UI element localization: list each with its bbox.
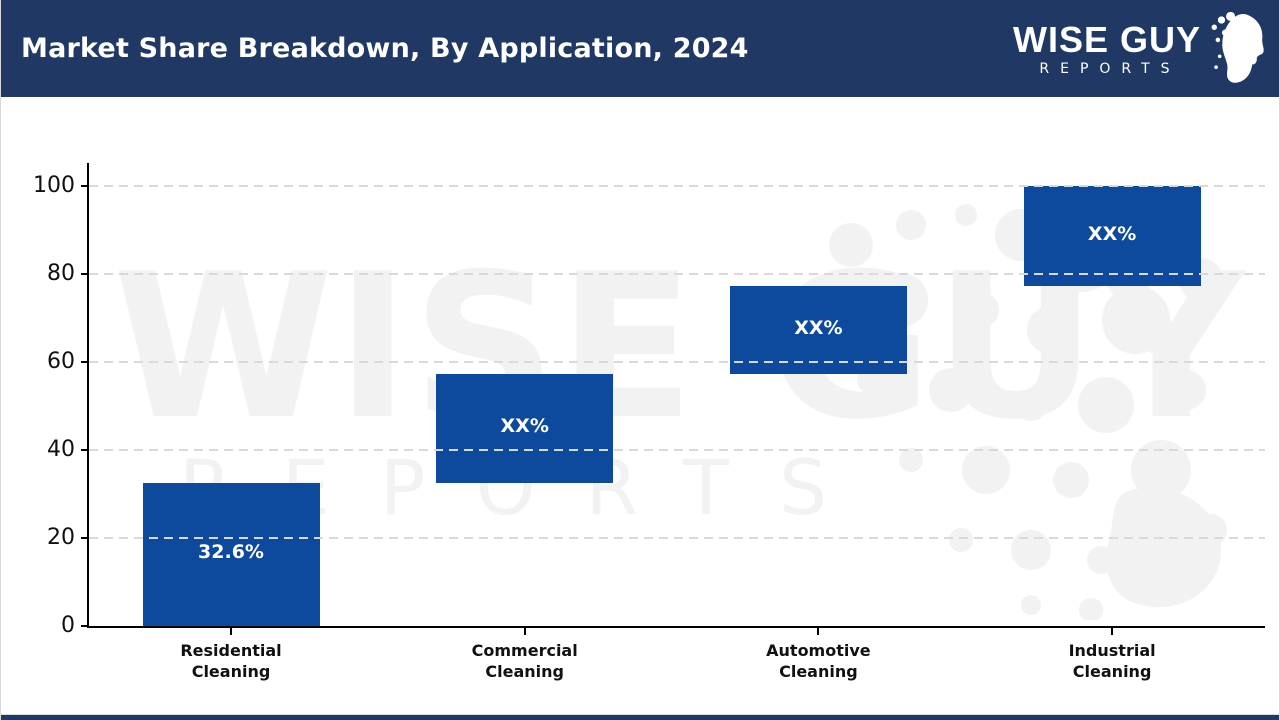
y-tick-label: 60 — [47, 349, 75, 374]
y-gridline — [89, 185, 1265, 187]
bar-value-label: XX% — [500, 415, 549, 438]
y-gridline — [89, 361, 1265, 363]
logo-wordmark-block: WISE GUY REPORTS — [1012, 18, 1201, 77]
y-tick-label: 80 — [47, 261, 75, 286]
x-axis-label: Automotive Cleaning — [766, 641, 871, 681]
bar-value-label: XX% — [1087, 222, 1137, 245]
y-gridline — [89, 537, 1265, 539]
y-tick — [81, 361, 89, 363]
y-tick — [81, 449, 89, 451]
x-axis-line — [87, 626, 1265, 628]
y-tick — [81, 185, 89, 187]
logo-head-icon — [1211, 11, 1264, 83]
x-axis-label: Commercial Cleaning — [471, 641, 578, 681]
y-tick-label: 100 — [33, 173, 75, 198]
bar-value-label: 32.6% — [198, 541, 264, 564]
header-bar: Market Share Breakdown, By Application, … — [1, 0, 1279, 97]
footer-bar — [1, 715, 1279, 720]
y-tick-label: 20 — [47, 525, 75, 550]
bar — [142, 482, 320, 626]
x-tick — [1111, 626, 1114, 635]
y-tick-label: 40 — [47, 437, 75, 462]
bar — [436, 374, 614, 483]
x-tick — [817, 626, 820, 635]
y-tick-label: 0 — [61, 613, 75, 638]
y-tick — [81, 273, 89, 275]
bar-value-label: XX% — [794, 317, 843, 340]
y-tick — [81, 625, 89, 627]
bottom-hairline — [1, 714, 1279, 715]
x-axis-label: Residential Cleaning — [180, 641, 282, 681]
wise-guy-reports-logo: WISE GUY REPORTS — [1012, 8, 1279, 90]
chart-title: Market Share Breakdown, By Application, … — [21, 33, 749, 64]
y-axis-line — [87, 163, 89, 628]
x-axis-label: Industrial Cleaning — [1068, 641, 1156, 681]
y-tick — [81, 537, 89, 539]
y-gridline — [89, 449, 1265, 451]
x-tick — [523, 626, 526, 635]
y-gridline — [89, 273, 1265, 275]
logo-wordmark: WISE GUY — [1012, 18, 1201, 60]
logo-sub-wordmark: REPORTS — [1039, 60, 1181, 77]
x-tick — [230, 626, 232, 635]
